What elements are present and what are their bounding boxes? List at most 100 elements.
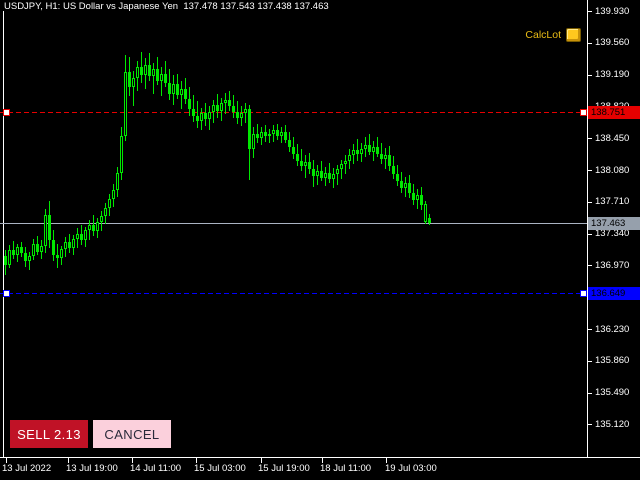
price-tick-mark xyxy=(587,201,592,203)
time-tick-mark xyxy=(6,458,7,463)
candle-body xyxy=(236,112,239,118)
time-tick-label: 14 Jul 11:00 xyxy=(130,463,182,474)
candle-body xyxy=(248,108,251,150)
candle-body xyxy=(428,218,431,224)
sell-button[interactable]: SELL 2.13 xyxy=(10,420,88,448)
time-tick-label: 13 Jul 19:00 xyxy=(66,463,118,474)
candle-body xyxy=(276,130,279,137)
candle-body xyxy=(384,155,387,159)
candle-body xyxy=(180,89,183,96)
time-axis-line xyxy=(0,457,640,458)
candle-body xyxy=(336,169,339,175)
time-tick-mark xyxy=(261,458,262,463)
time-tick-label: 15 Jul 19:00 xyxy=(258,463,310,474)
price-tick-label: 136.230 xyxy=(595,323,630,335)
price-tick-label: 139.560 xyxy=(595,37,630,49)
candle-body xyxy=(16,247,19,256)
price-tick-label: 137.340 xyxy=(595,228,630,240)
candle-body xyxy=(184,89,187,99)
time-tick-mark xyxy=(132,458,133,463)
candle-body xyxy=(380,153,383,159)
line-anchor[interactable] xyxy=(3,109,10,117)
candle-body xyxy=(144,65,147,75)
candle-body xyxy=(84,230,87,240)
candle-body xyxy=(284,132,287,140)
candle-body xyxy=(188,98,191,109)
candle-wick xyxy=(357,139,358,161)
current-price-line[interactable] xyxy=(0,223,587,225)
candle-body xyxy=(72,238,75,249)
candle-body xyxy=(8,249,11,265)
candle-body xyxy=(12,249,15,256)
candle-body xyxy=(412,193,415,201)
candle-body xyxy=(240,113,243,118)
time-tick-label: 13 Jul 2022 xyxy=(2,463,52,474)
candle-body xyxy=(372,146,375,152)
candle-body xyxy=(112,189,115,200)
time-tick-label: 19 Jul 03:00 xyxy=(385,463,437,474)
candle-body xyxy=(60,249,63,258)
upper-sell-level-line[interactable] xyxy=(0,112,587,114)
candle-body xyxy=(212,104,215,112)
cancel-button[interactable]: CANCEL xyxy=(93,420,171,448)
candle-body xyxy=(56,255,59,258)
candle-body xyxy=(152,69,155,77)
candle-wick xyxy=(301,149,302,171)
candle-body xyxy=(404,182,407,189)
candle-body xyxy=(160,73,163,82)
indicator-name-label: CalcLot xyxy=(525,29,561,41)
candle-body xyxy=(388,155,391,166)
candle-body xyxy=(420,194,423,206)
candle-body xyxy=(52,240,55,256)
candle-body xyxy=(292,146,295,154)
candle-body xyxy=(268,133,271,137)
lower-buy-level-line[interactable] xyxy=(0,293,587,294)
candle-body xyxy=(48,214,51,241)
price-label-blue: 136.649 xyxy=(588,286,640,300)
candle-body xyxy=(224,99,227,103)
candle-body xyxy=(332,174,335,180)
line-anchor[interactable] xyxy=(3,290,10,297)
candle-body xyxy=(256,133,259,139)
candle-body xyxy=(272,130,275,134)
candle-wick xyxy=(153,63,154,94)
candle-body xyxy=(208,111,211,120)
candle-body xyxy=(392,165,395,175)
chart-left-border xyxy=(3,11,4,457)
candle-body xyxy=(368,145,371,152)
candle-body xyxy=(108,199,111,208)
price-tick-label: 139.190 xyxy=(595,69,630,81)
candle-wick xyxy=(381,142,382,164)
candle-body xyxy=(340,163,343,170)
candle-body xyxy=(88,225,91,231)
price-tick-label: 138.080 xyxy=(595,164,630,176)
candle-body xyxy=(68,242,71,249)
candle-body xyxy=(260,132,263,139)
candle-wick xyxy=(341,159,342,180)
line-anchor[interactable] xyxy=(580,109,587,117)
candle-body xyxy=(352,150,355,156)
candle-body xyxy=(244,108,247,114)
candle-wick xyxy=(305,154,306,178)
candle-body xyxy=(24,252,27,262)
price-tick-mark xyxy=(587,170,592,171)
candle-body xyxy=(156,69,159,82)
price-tick-mark xyxy=(587,138,592,140)
candle-body xyxy=(36,243,39,252)
price-tick-mark xyxy=(587,424,592,426)
candle-body xyxy=(116,173,119,190)
candle-body xyxy=(264,132,267,137)
candle-body xyxy=(104,207,107,216)
candle-body xyxy=(28,255,31,262)
price-tick-label: 135.120 xyxy=(595,418,630,430)
candle-body xyxy=(200,113,203,121)
candle-wick xyxy=(257,123,258,144)
candle-body xyxy=(92,225,95,232)
candle-body xyxy=(300,160,303,166)
candle-body xyxy=(376,146,379,154)
line-anchor[interactable] xyxy=(580,290,587,297)
candle-body xyxy=(96,221,99,232)
price-tick-mark xyxy=(587,265,592,267)
